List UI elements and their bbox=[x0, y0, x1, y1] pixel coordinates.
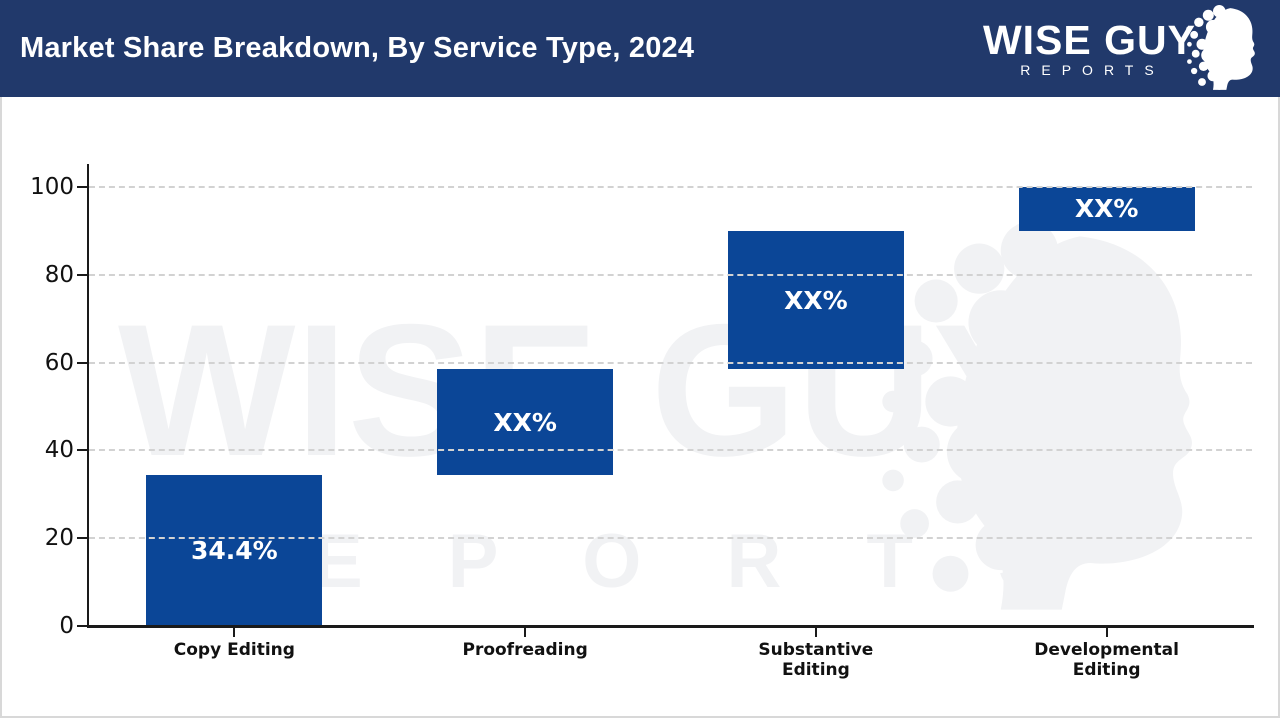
x-tick-mark bbox=[524, 628, 527, 637]
logo-wordmark: WISE GUY bbox=[982, 16, 1196, 63]
gridline bbox=[89, 361, 1252, 364]
bar: XX% bbox=[1018, 187, 1195, 231]
bar-value-label: XX% bbox=[1074, 194, 1139, 224]
y-tick-mark bbox=[77, 625, 88, 627]
y-tick-label: 100 bbox=[30, 174, 74, 200]
bar-value-label: 34.4% bbox=[191, 535, 278, 565]
y-tick-label: 40 bbox=[44, 437, 74, 464]
x-axis bbox=[87, 625, 1254, 628]
bar-value-label: XX% bbox=[784, 285, 848, 315]
logo-subtitle: REPORTS bbox=[1020, 61, 1165, 78]
bar: XX% bbox=[727, 230, 904, 370]
x-tick-mark bbox=[1105, 628, 1108, 637]
logo-head-icon bbox=[1186, 4, 1255, 90]
page-title: Market Share Breakdown, By Service Type,… bbox=[20, 32, 695, 64]
x-category-label: Copy Editing bbox=[173, 640, 295, 660]
y-tick-mark bbox=[77, 186, 88, 188]
gridline bbox=[89, 273, 1252, 276]
gridline bbox=[89, 537, 1252, 540]
y-tick-mark bbox=[77, 537, 88, 540]
header-bar: Market Share Breakdown, By Service Type,… bbox=[0, 0, 1280, 97]
x-tick-mark bbox=[233, 628, 236, 637]
y-tick-mark bbox=[77, 361, 88, 364]
bar: 34.4% bbox=[146, 474, 323, 626]
y-tick-label: 20 bbox=[44, 525, 74, 552]
x-category-label: Developmental Editing bbox=[1034, 640, 1179, 680]
y-tick-label: 80 bbox=[44, 261, 74, 288]
x-category-label: Substantive Editing bbox=[758, 640, 874, 680]
y-tick-label: 60 bbox=[44, 349, 74, 376]
y-tick-mark bbox=[77, 273, 88, 276]
wise-guy-reports-logo: WISE GUY REPORTS bbox=[982, 4, 1280, 93]
x-category-label: Proofreading bbox=[462, 640, 588, 660]
y-axis bbox=[87, 164, 89, 627]
y-tick-label: 0 bbox=[59, 613, 74, 639]
bar: XX% bbox=[437, 369, 614, 475]
logo-text: WISE GUY REPORTS bbox=[982, 16, 1196, 78]
watermark-head-icon bbox=[878, 222, 1192, 610]
x-tick-mark bbox=[814, 628, 817, 637]
gridline bbox=[89, 186, 1252, 188]
bar-value-label: XX% bbox=[493, 407, 557, 437]
gridline bbox=[89, 449, 1252, 452]
y-tick-mark bbox=[77, 449, 88, 452]
